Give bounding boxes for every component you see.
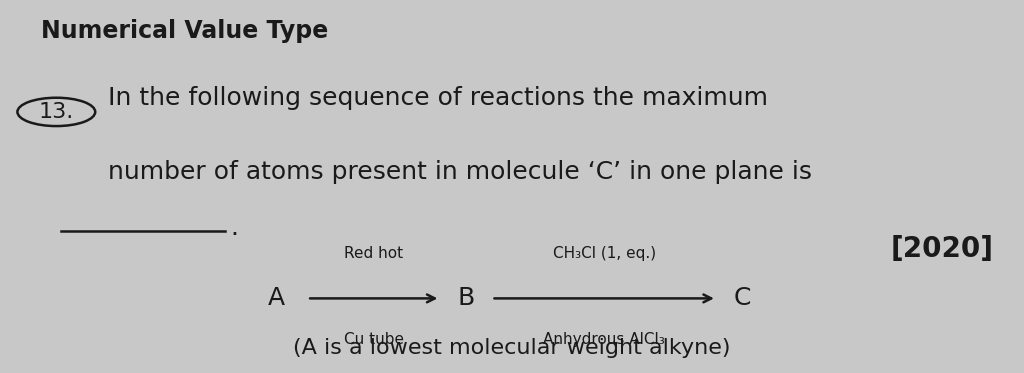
Text: (A is a lowest molecular weight alkyne): (A is a lowest molecular weight alkyne) [293,338,731,358]
Text: Numerical Value Type: Numerical Value Type [41,19,329,43]
Text: Anhydrous AlCl₃: Anhydrous AlCl₃ [544,332,665,347]
Text: Cu tube: Cu tube [344,332,403,347]
Text: A: A [268,286,285,310]
Text: In the following sequence of reactions the maximum: In the following sequence of reactions t… [108,86,768,110]
Text: C: C [734,286,751,310]
Text: [2020]: [2020] [890,235,993,263]
Text: 13.: 13. [39,102,74,122]
Text: CH₃Cl (1, eq.): CH₃Cl (1, eq.) [553,246,655,261]
Text: .: . [230,216,239,239]
Text: Red hot: Red hot [344,246,403,261]
Text: B: B [458,286,474,310]
Text: number of atoms present in molecule ‘C’ in one plane is: number of atoms present in molecule ‘C’ … [108,160,811,184]
